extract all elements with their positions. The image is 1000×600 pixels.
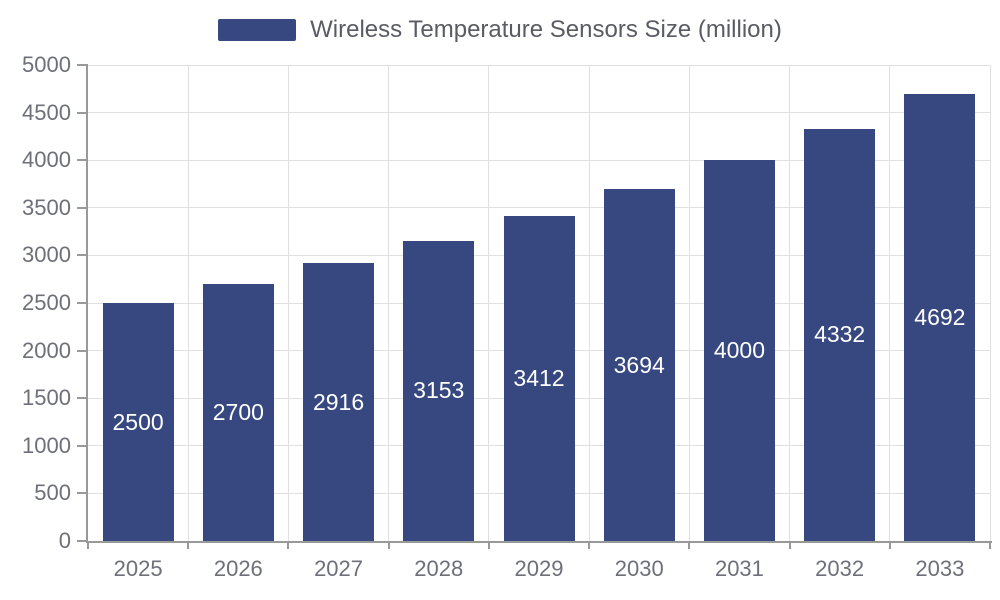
y-axis-label: 4000 [22,147,71,173]
x-gridline [187,65,189,541]
x-axis-label: 2026 [213,556,263,581]
bar-value-label: 2500 [112,408,164,435]
y-axis-label: 1500 [22,385,71,411]
y-axis-label: 3000 [22,242,71,268]
y-axis-tick [77,254,88,257]
x-axis-tick [87,541,89,549]
x-axis-tick [588,541,591,549]
x-axis-tick [187,541,190,549]
bar-2029[interactable]: 3412 [503,216,575,541]
x-axis-label: 2029 [514,556,564,581]
bar-2026[interactable]: 2700 [202,283,274,541]
y-gridline [88,112,990,114]
x-axis-label: 2032 [815,556,865,581]
y-axis-tick [77,492,88,495]
bar-value-label: 3153 [413,377,465,404]
bar-value-label: 4000 [713,337,766,364]
x-gridline [789,65,791,541]
x-gridline [388,65,390,541]
y-axis-label: 4500 [22,99,71,125]
legend-label: Wireless Temperature Sensors Size (milli… [310,16,782,43]
x-axis-label: 2025 [113,556,163,581]
y-axis-label: 500 [34,480,71,506]
x-gridline [588,65,590,541]
x-axis-tick [487,541,490,549]
x-axis-tick [788,541,791,549]
y-axis-tick [77,206,88,209]
legend[interactable]: Wireless Temperature Sensors Size (milli… [0,16,1000,44]
y-gridline [88,64,990,66]
x-axis-label: 2030 [614,556,664,581]
x-axis-tick [387,541,390,549]
y-axis-line [86,65,88,541]
x-axis-label: 2033 [915,556,965,581]
bar-2033[interactable]: 4692 [904,94,976,541]
y-axis-label: 0 [58,528,71,553]
bar-2025[interactable]: 2500 [102,303,174,541]
y-axis-label: 2500 [22,290,71,315]
x-gridline [287,65,289,541]
x-gridline [989,65,991,541]
x-axis-tick [888,541,891,549]
bar-2028[interactable]: 3153 [403,240,475,541]
y-gridline [88,207,990,209]
y-axis-label: 5000 [22,52,71,77]
bar-value-label: 4692 [914,304,966,331]
plot-area: 2500 2700 2916 3153 3412 3694 4000 4332 4692 [88,64,991,541]
x-axis-line [86,541,992,543]
y-gridline [88,159,990,161]
y-axis-tick [77,302,88,304]
bar-2031[interactable]: 4000 [703,160,775,541]
x-axis-tick [989,541,991,549]
x-gridline [889,65,891,541]
x-gridline [488,65,490,541]
bar-2030[interactable]: 3694 [603,189,675,541]
x-axis-tick [287,541,290,549]
x-axis-label: 2031 [714,556,764,581]
y-axis-tick [77,444,88,447]
bar-value-label: 3412 [513,365,565,392]
x-axis-label: 2028 [414,556,464,581]
y-axis-label: 3500 [22,194,71,220]
bar-2032[interactable]: 4332 [804,128,876,541]
bar-2027[interactable]: 2916 [303,263,375,541]
y-axis-label: 2000 [22,337,71,363]
y-axis-tick [77,349,88,352]
y-axis-tick [77,111,88,114]
y-axis-label: 1000 [22,432,71,458]
y-axis-tick [77,159,88,162]
x-gridline [688,65,690,541]
y-axis-tick [77,64,88,66]
bar-value-label: 2916 [312,388,365,415]
bar-value-label: 3694 [613,351,665,378]
y-axis-tick [77,540,88,542]
bar-value-label: 4332 [814,321,866,348]
y-axis-tick [77,397,88,400]
legend-swatch [218,19,297,41]
x-axis-tick [688,541,691,549]
bar-value-label: 2700 [212,398,264,425]
x-axis-label: 2027 [314,556,364,581]
